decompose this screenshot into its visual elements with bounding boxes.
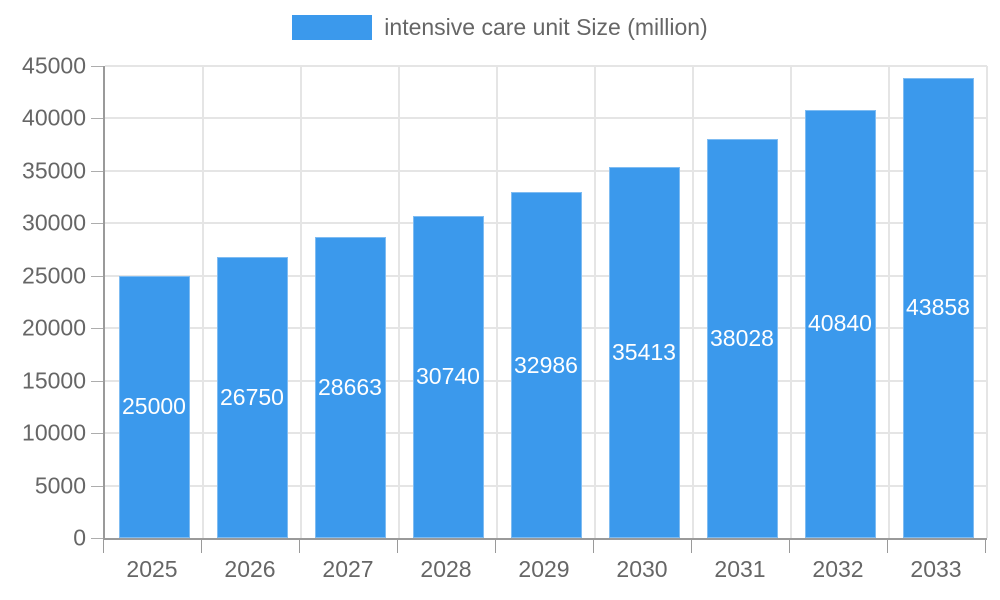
bar-value-label: 38028 (710, 325, 774, 352)
bar-value-label: 40840 (808, 310, 872, 337)
x-axis-tick-mark (887, 540, 888, 553)
x-axis-tick-label: 2032 (812, 556, 864, 582)
y-axis-tick-mark (91, 485, 103, 487)
gridline-horizontal (105, 169, 987, 172)
x-axis-tick-mark (103, 540, 104, 553)
gridline-vertical (986, 66, 988, 538)
bar-value-label: 43858 (906, 294, 970, 321)
x-axis-tick-mark (299, 540, 300, 553)
y-axis-tick-label: 30000 (22, 209, 86, 236)
x-axis-tick-mark (495, 540, 496, 553)
bar-2028: 30740 (412, 215, 484, 538)
x-axis-tick-mark (691, 540, 692, 553)
bar-2025: 25000 (118, 275, 190, 538)
bar-value-label: 25000 (122, 393, 186, 420)
y-axis-tick-mark (91, 328, 103, 330)
y-axis-tick-mark (91, 433, 103, 435)
bar-2033: 43858 (902, 77, 974, 538)
x-axis-tick-label: 2033 (910, 556, 962, 582)
bar-2030: 35413 (608, 166, 680, 538)
y-axis-tick-label: 5000 (34, 472, 86, 499)
y-axis-tick-mark (91, 223, 103, 225)
bar-value-label: 28663 (318, 374, 382, 401)
x-axis-tick-label: 2026 (224, 556, 276, 582)
x-axis-tick-label: 2029 (518, 556, 570, 582)
x-axis-tick-label: 2027 (322, 556, 374, 582)
x-axis-tick-mark (789, 540, 790, 553)
y-axis-tick-mark (91, 538, 103, 539)
y-axis-tick-label: 0 (73, 524, 86, 551)
bar-2029: 32986 (510, 192, 582, 538)
y-axis-tick-label: 40000 (22, 104, 86, 131)
x-axis-tick-mark (985, 540, 986, 553)
y-axis-tick-mark (91, 66, 103, 67)
bar-value-label: 32986 (514, 351, 578, 378)
y-axis-tick-mark (91, 380, 103, 382)
gridline-vertical (398, 66, 400, 538)
y-axis-tick-mark (91, 118, 103, 120)
y-axis-tick-label: 25000 (22, 262, 86, 289)
y-axis-tick-mark (91, 275, 103, 277)
plot-area: 25000 26750 28663 30740 32986 35413 38028 40840… (103, 65, 988, 540)
gridline-vertical (202, 66, 204, 538)
x-axis-tick-label: 2031 (714, 556, 766, 582)
gridline-vertical (692, 66, 694, 538)
y-axis-tick-label: 15000 (22, 367, 86, 394)
gridline-horizontal (105, 65, 987, 67)
gridline-vertical (888, 66, 890, 538)
bar-value-label: 26750 (220, 384, 284, 411)
x-axis-tick-mark (201, 540, 202, 553)
bar-value-label: 35413 (612, 338, 676, 365)
x-axis-tick-label: 2025 (126, 556, 178, 582)
y-axis-tick-mark (91, 170, 103, 172)
bar-2032: 40840 (804, 109, 876, 538)
bar-2031: 38028 (706, 139, 778, 538)
legend-label: intensive care unit Size (million) (384, 14, 708, 40)
legend-swatch (292, 15, 373, 40)
x-axis-tick-mark (397, 540, 398, 553)
y-axis-tick-label: 35000 (22, 157, 86, 184)
gridline-vertical (790, 66, 792, 538)
bar-2026: 26750 (216, 257, 288, 538)
y-axis-tick-label: 10000 (22, 419, 86, 446)
x-axis-tick-mark (593, 540, 594, 553)
y-axis-tick-label: 45000 (22, 52, 86, 79)
bar-2027: 28663 (314, 237, 386, 538)
x-axis-tick-label: 2028 (420, 556, 472, 582)
gridline-vertical (300, 66, 302, 538)
gridline-vertical (496, 66, 498, 538)
gridline-vertical (594, 66, 596, 538)
y-axis-tick-label: 20000 (22, 314, 86, 341)
bar-value-label: 30740 (416, 363, 480, 390)
x-axis-tick-label: 2030 (616, 556, 668, 582)
legend: intensive care unit Size (million) (0, 14, 1000, 41)
gridline-horizontal (105, 117, 987, 120)
